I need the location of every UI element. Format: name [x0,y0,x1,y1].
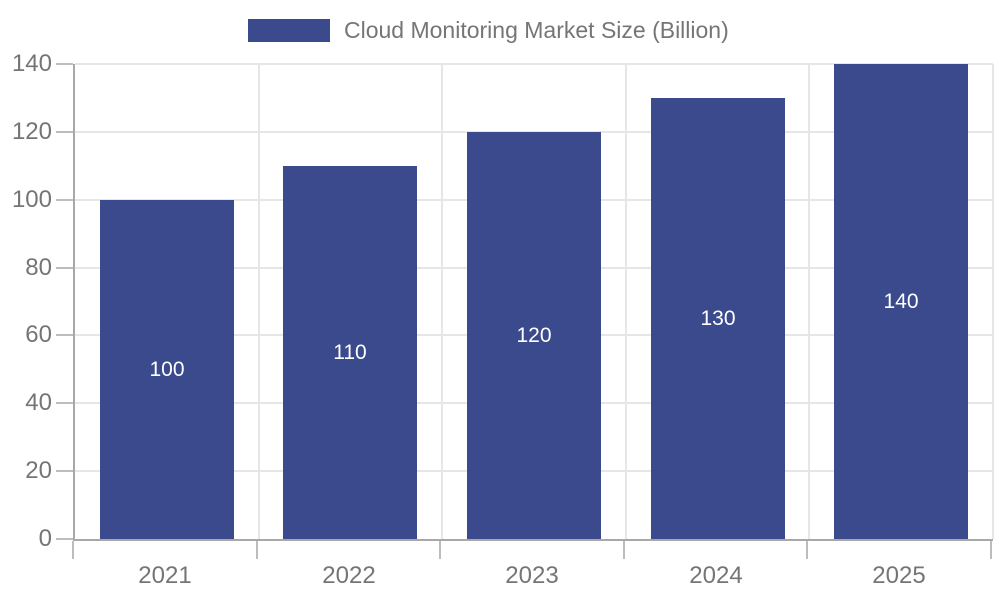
x-tick-label: 2022 [322,562,376,589]
gridline-vertical [441,64,443,539]
x-axis-tick [990,541,992,559]
gridline-vertical [625,64,627,539]
y-tick-label: 140 [11,50,52,77]
bar-value-label: 120 [516,323,552,347]
x-axis-tick [806,541,808,559]
plot-area: 100 110 120 130 140 [73,63,994,541]
bar-value-label: 140 [883,289,919,313]
x-axis-tick [256,541,258,559]
y-axis: 0 20 40 60 80 100 120 140 [0,50,73,552]
gridline-vertical [808,64,810,539]
y-axis-tick [56,538,73,540]
bar[interactable]: 130 [651,98,785,539]
y-axis-tick [56,131,73,133]
y-tick-label: 0 [38,525,52,552]
y-tick-label: 100 [11,186,52,213]
y-axis-tick [56,267,73,269]
x-axis: 2021 2022 2023 2024 2025 [72,541,993,600]
x-tick-label: 2025 [872,562,926,589]
y-axis-tick [56,63,73,65]
legend[interactable]: Cloud Monitoring Market Size (Billion) [248,17,729,44]
x-axis-tick [439,541,441,559]
x-tick-label: 2021 [138,562,192,589]
y-axis-tick [56,334,73,336]
bar-value-label: 100 [149,357,185,381]
x-axis-tick [72,541,74,559]
bar-value-label: 130 [700,306,736,330]
bar[interactable]: 110 [283,166,417,539]
y-tick-label: 120 [11,118,52,145]
bar[interactable]: 120 [467,132,601,539]
legend-label: Cloud Monitoring Market Size (Billion) [344,17,729,43]
gridline-vertical [258,64,260,539]
legend-swatch [248,19,330,42]
y-tick-label: 40 [25,389,52,416]
x-axis-tick [623,541,625,559]
y-axis-tick [56,470,73,472]
y-tick-label: 60 [25,321,52,348]
y-axis-tick [56,199,73,201]
y-axis-tick [56,402,73,404]
gridline-horizontal [75,63,993,65]
bar[interactable]: 100 [100,200,234,539]
bar[interactable]: 140 [834,64,968,539]
x-tick-label: 2024 [689,562,743,589]
y-tick-label: 20 [25,457,52,484]
bar-value-label: 110 [333,340,367,364]
gridline-vertical [992,64,994,539]
y-tick-label: 80 [25,254,52,281]
x-tick-label: 2023 [505,562,559,589]
